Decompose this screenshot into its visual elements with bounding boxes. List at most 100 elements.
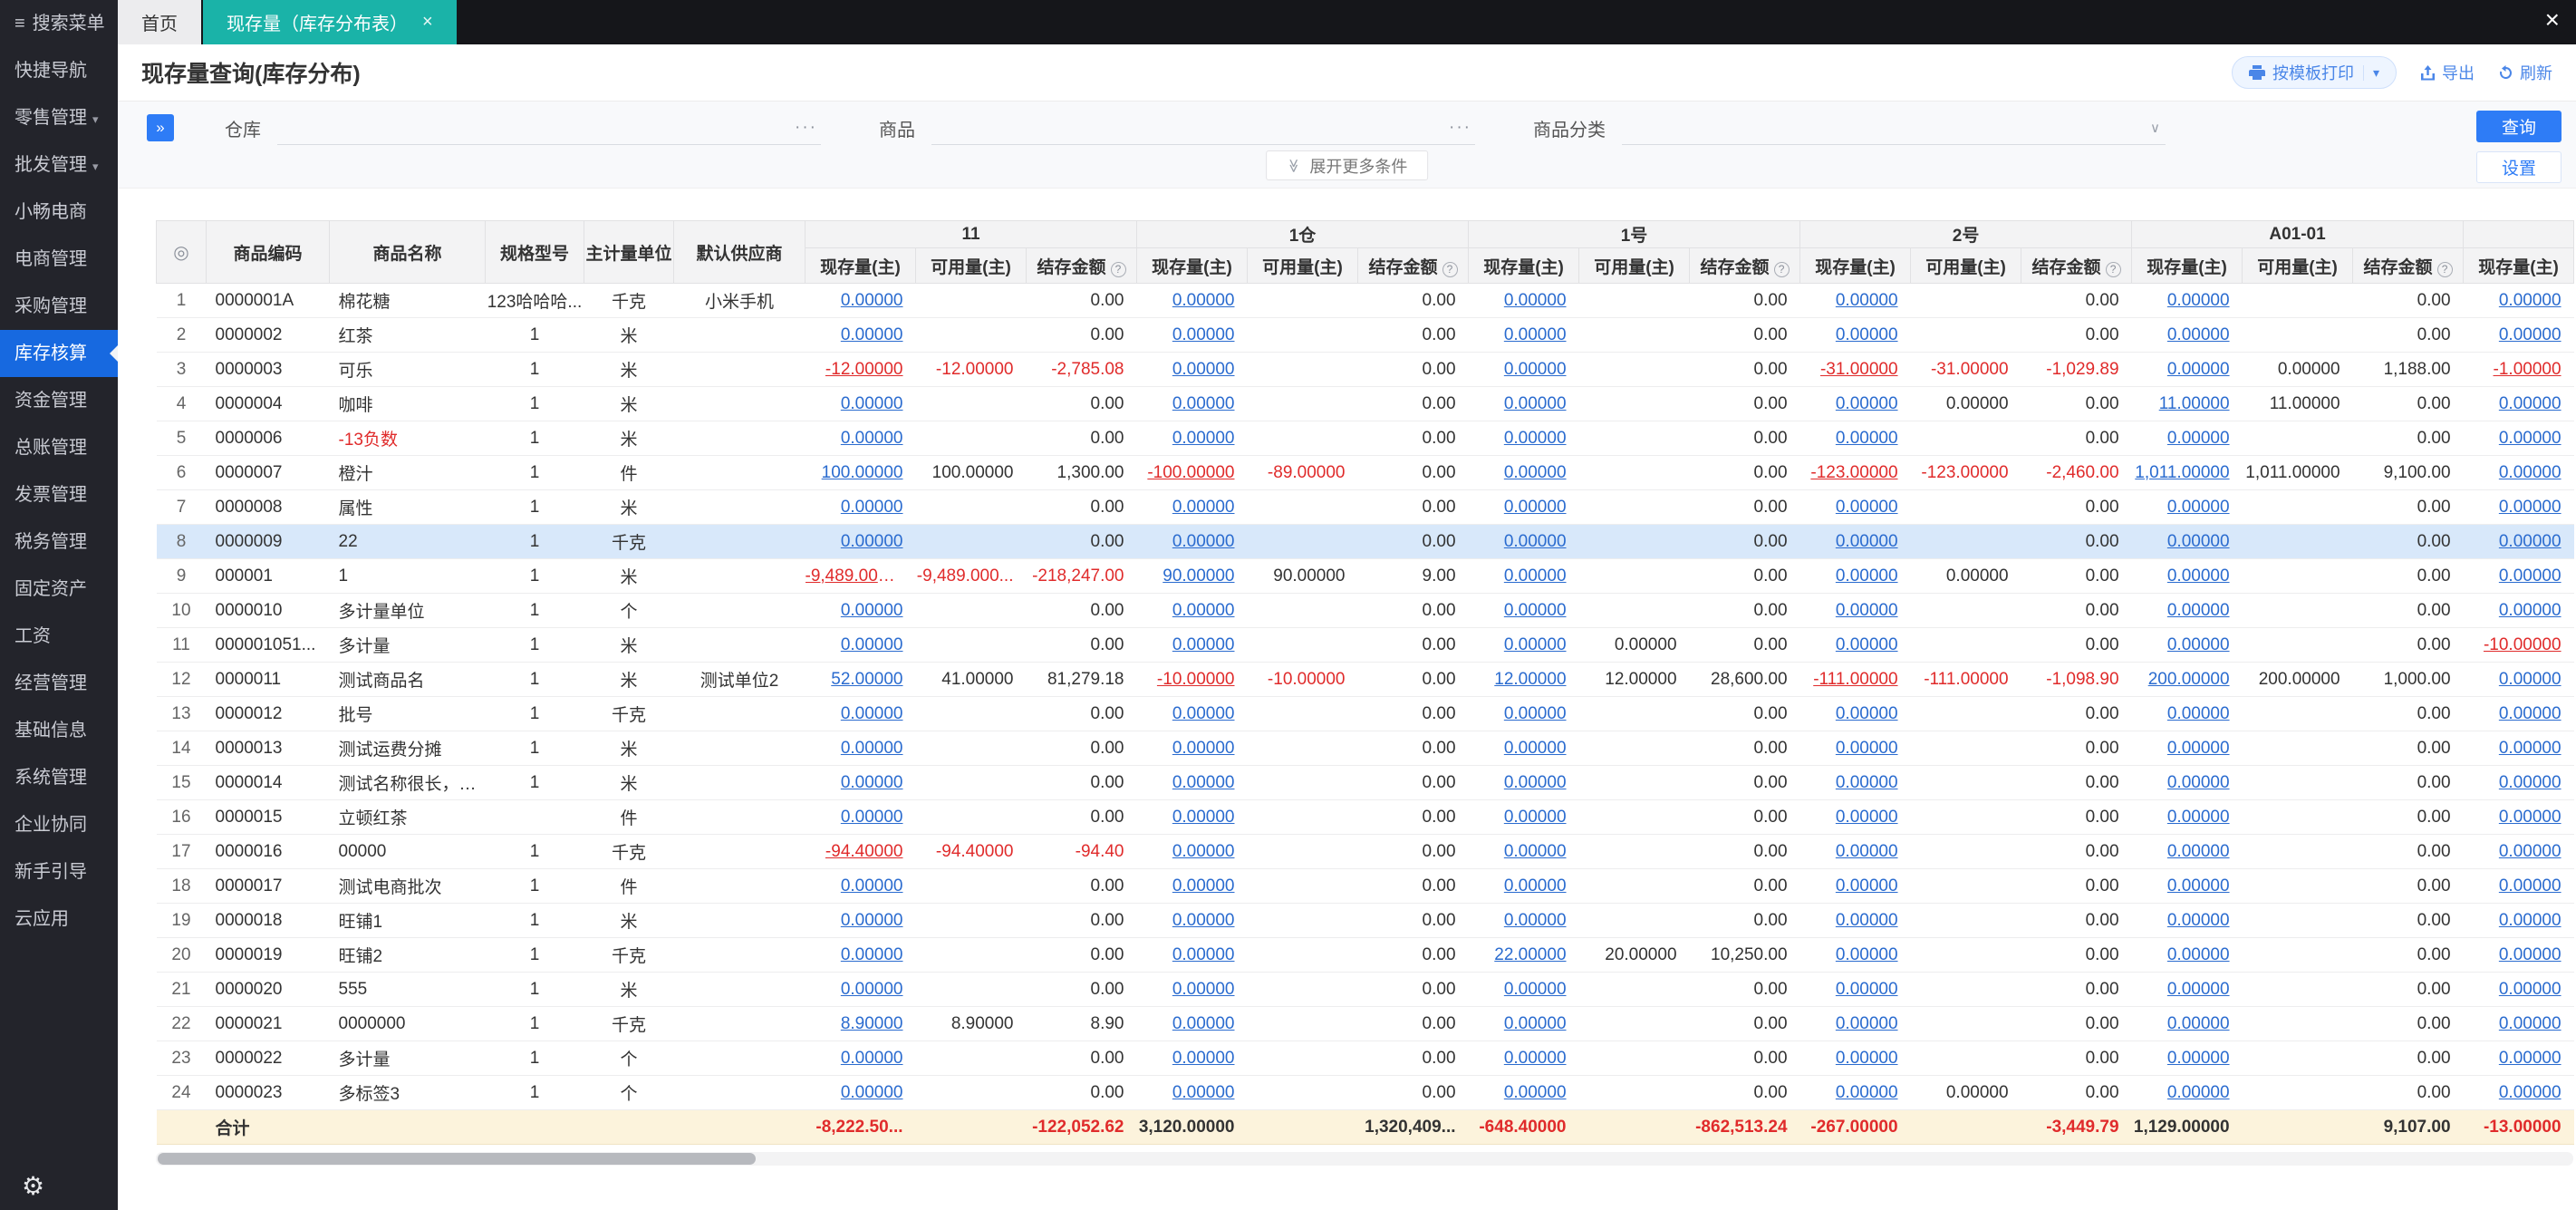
quantity-link-cell[interactable]: 0.00000 bbox=[1468, 593, 1579, 628]
quantity-link-cell[interactable]: 0.00000 bbox=[2131, 421, 2243, 456]
tab-inventory-distribution[interactable]: 现存量（库存分布表） × bbox=[203, 0, 457, 44]
quantity-link-cell[interactable]: 22.00000 bbox=[1468, 937, 1579, 973]
quantity-link-cell[interactable]: 0.00000 bbox=[2463, 386, 2574, 421]
quantity-link-cell[interactable]: -100.00000 bbox=[1136, 455, 1248, 490]
quantity-link-cell[interactable]: 0.00000 bbox=[1799, 627, 1911, 663]
quantity-link-cell[interactable]: 0.00000 bbox=[1468, 1075, 1579, 1110]
quantity-link-cell[interactable]: 0.00000 bbox=[2463, 765, 2574, 800]
sidebar-item-15[interactable]: 经营管理 bbox=[0, 660, 118, 707]
quantity-link-cell[interactable]: 0.00000 bbox=[1468, 1041, 1579, 1076]
quantity-link-cell[interactable]: 0.00000 bbox=[2463, 1006, 2574, 1041]
sidebar-item-5[interactable]: 小畅电商 bbox=[0, 189, 118, 236]
quantity-link-cell[interactable]: 0.00000 bbox=[2131, 696, 2243, 731]
goods-input[interactable]: ··· bbox=[931, 111, 1475, 145]
quantity-link-cell[interactable]: 52.00000 bbox=[805, 662, 916, 697]
help-question-icon[interactable]: ? bbox=[1442, 261, 1458, 277]
filter-collapse-button[interactable]: » bbox=[147, 114, 174, 141]
table-row[interactable]: 22 0000021 0000000 1 千克 8.90000 8.90000 8.90 0.0… bbox=[156, 1006, 2574, 1041]
quantity-link-cell[interactable]: 0.00000 bbox=[2131, 352, 2243, 387]
quantity-link-cell[interactable]: 0.00000 bbox=[1468, 352, 1579, 387]
quantity-link-cell[interactable]: -10.00000 bbox=[1136, 662, 1248, 697]
table-row[interactable]: 21 0000020 555 1 米 0.00000 0.00 0.00000 0.00 0.00… bbox=[156, 972, 2574, 1007]
quantity-link-cell[interactable]: -9,489.00000 bbox=[805, 558, 916, 594]
quantity-link-cell[interactable]: 0.00000 bbox=[2463, 834, 2574, 869]
table-row[interactable]: 20 0000019 旺铺2 1 千克 0.00000 0.00 0.00000 0.00 22.… bbox=[156, 937, 2574, 973]
quantity-link-cell[interactable]: 90.00000 bbox=[1136, 558, 1248, 594]
quantity-link-cell[interactable]: 0.00000 bbox=[1468, 1006, 1579, 1041]
quantity-link-cell[interactable]: 12.00000 bbox=[1468, 662, 1579, 697]
quantity-link-cell[interactable]: 0.00000 bbox=[2463, 937, 2574, 973]
quantity-link-cell[interactable]: 0.00000 bbox=[1136, 696, 1248, 731]
table-row[interactable]: 5 0000006 -13负数 1 米 0.00000 0.00 0.00000 0.00 0.0… bbox=[156, 421, 2574, 456]
quantity-link-cell[interactable]: 0.00000 bbox=[1799, 524, 1911, 559]
table-row[interactable]: 10 0000010 多计量单位 1 个 0.00000 0.00 0.00000 0.00 0.… bbox=[156, 593, 2574, 628]
quantity-link-cell[interactable]: 0.00000 bbox=[1799, 799, 1911, 835]
quantity-link-cell[interactable]: 0.00000 bbox=[805, 972, 916, 1007]
quantity-link-cell[interactable]: 0.00000 bbox=[1136, 731, 1248, 766]
quantity-link-cell[interactable]: 0.00000 bbox=[1136, 489, 1248, 525]
table-row[interactable]: 1 0000001A 棉花糖 123哈哈哈... 千克 小米手机 0.00000 0.00 0.… bbox=[156, 283, 2574, 318]
quantity-link-cell[interactable]: 0.00000 bbox=[1468, 421, 1579, 456]
horizontal-scrollbar[interactable] bbox=[156, 1152, 2573, 1166]
quantity-link-cell[interactable]: 0.00000 bbox=[2463, 696, 2574, 731]
quantity-link-cell[interactable]: 0.00000 bbox=[1468, 903, 1579, 938]
quantity-link-cell[interactable]: 0.00000 bbox=[805, 386, 916, 421]
quantity-link-cell[interactable]: 0.00000 bbox=[2131, 283, 2243, 318]
quantity-link-cell[interactable]: 0.00000 bbox=[1136, 834, 1248, 869]
quantity-link-cell[interactable]: 0.00000 bbox=[2131, 972, 2243, 1007]
quantity-link-cell[interactable]: 0.00000 bbox=[1136, 386, 1248, 421]
table-row[interactable]: 9 000001 1 1 米 -9,489.00000 -9,489.000... -218,… bbox=[156, 558, 2574, 594]
quantity-link-cell[interactable]: 0.00000 bbox=[2463, 558, 2574, 594]
quantity-link-cell[interactable]: 0.00000 bbox=[805, 1041, 916, 1076]
quantity-link-cell[interactable]: 0.00000 bbox=[1799, 868, 1911, 904]
print-by-template-button[interactable]: 按模板打印 ▾ bbox=[2231, 56, 2397, 89]
quantity-link-cell[interactable]: 0.00000 bbox=[2131, 868, 2243, 904]
sidebar-item-6[interactable]: 电商管理 bbox=[0, 236, 118, 283]
quantity-link-cell[interactable]: 0.00000 bbox=[2131, 524, 2243, 559]
quantity-link-cell[interactable]: 0.00000 bbox=[1799, 937, 1911, 973]
quantity-link-cell[interactable]: 0.00000 bbox=[2131, 731, 2243, 766]
quantity-link-cell[interactable]: 8.90000 bbox=[805, 1006, 916, 1041]
quantity-link-cell[interactable]: 0.00000 bbox=[805, 937, 916, 973]
quantity-link-cell[interactable]: 0.00000 bbox=[1136, 352, 1248, 387]
quantity-link-cell[interactable]: 0.00000 bbox=[2463, 868, 2574, 904]
sidebar-item-10[interactable]: 总账管理 bbox=[0, 424, 118, 471]
sidebar-item-2[interactable]: 快捷导航 bbox=[0, 47, 118, 94]
horizontal-scrollbar-thumb[interactable] bbox=[158, 1153, 756, 1165]
window-close-icon[interactable]: × bbox=[2544, 5, 2560, 34]
quantity-link-cell[interactable]: 0.00000 bbox=[2131, 1075, 2243, 1110]
refresh-button[interactable]: 刷新 bbox=[2498, 61, 2552, 84]
quantity-link-cell[interactable]: 0.00000 bbox=[1468, 765, 1579, 800]
table-row[interactable]: 14 0000013 测试运费分摊 1 米 0.00000 0.00 0.00000 0.00 0… bbox=[156, 731, 2574, 766]
sidebar-item-13[interactable]: 固定资产 bbox=[0, 566, 118, 613]
quantity-link-cell[interactable]: 0.00000 bbox=[1468, 558, 1579, 594]
table-row[interactable]: 4 0000004 咖啡 1 米 0.00000 0.00 0.00000 0.00 0.0000… bbox=[156, 386, 2574, 421]
sidebar-item-7[interactable]: 采购管理 bbox=[0, 283, 118, 330]
quantity-link-cell[interactable]: 0.00000 bbox=[805, 593, 916, 628]
table-row[interactable]: 2 0000002 红茶 1 米 0.00000 0.00 0.00000 0.00 0.0000… bbox=[156, 317, 2574, 353]
quantity-link-cell[interactable]: -31.00000 bbox=[1799, 352, 1911, 387]
quantity-link-cell[interactable]: 0.00000 bbox=[2131, 489, 2243, 525]
quantity-link-cell[interactable]: 0.00000 bbox=[1136, 593, 1248, 628]
quantity-link-cell[interactable]: -10.00000 bbox=[2463, 627, 2574, 663]
table-row[interactable]: 8 0000009 22 1 千克 0.00000 0.00 0.00000 0.00 0.000… bbox=[156, 524, 2574, 559]
quantity-link-cell[interactable]: 0.00000 bbox=[2463, 421, 2574, 456]
quantity-link-cell[interactable]: 0.00000 bbox=[1136, 868, 1248, 904]
table-row[interactable]: 13 0000012 批号 1 千克 0.00000 0.00 0.00000 0.00 0.00… bbox=[156, 696, 2574, 731]
sidebar-item-3[interactable]: 零售管理 ▾ bbox=[0, 94, 118, 141]
quantity-link-cell[interactable]: 0.00000 bbox=[1799, 731, 1911, 766]
quantity-link-cell[interactable]: -111.00000 bbox=[1799, 662, 1911, 697]
quantity-link-cell[interactable]: 0.00000 bbox=[805, 489, 916, 525]
sidebar-item-14[interactable]: 工资 bbox=[0, 613, 118, 660]
warehouse-input[interactable]: ··· bbox=[277, 111, 821, 145]
quantity-link-cell[interactable]: 0.00000 bbox=[1136, 1006, 1248, 1041]
quantity-link-cell[interactable]: 200.00000 bbox=[2131, 662, 2243, 697]
quantity-link-cell[interactable]: 0.00000 bbox=[1136, 765, 1248, 800]
sidebar-item-20[interactable]: 云应用 bbox=[0, 895, 118, 943]
quantity-link-cell[interactable]: 0.00000 bbox=[805, 731, 916, 766]
quantity-link-cell[interactable]: 0.00000 bbox=[1799, 765, 1911, 800]
settings-gear-icon[interactable]: ⚙ bbox=[22, 1172, 45, 1200]
quantity-link-cell[interactable]: 0.00000 bbox=[1799, 421, 1911, 456]
quantity-link-cell[interactable]: 0.00000 bbox=[2131, 593, 2243, 628]
quantity-link-cell[interactable]: 0.00000 bbox=[2463, 731, 2574, 766]
